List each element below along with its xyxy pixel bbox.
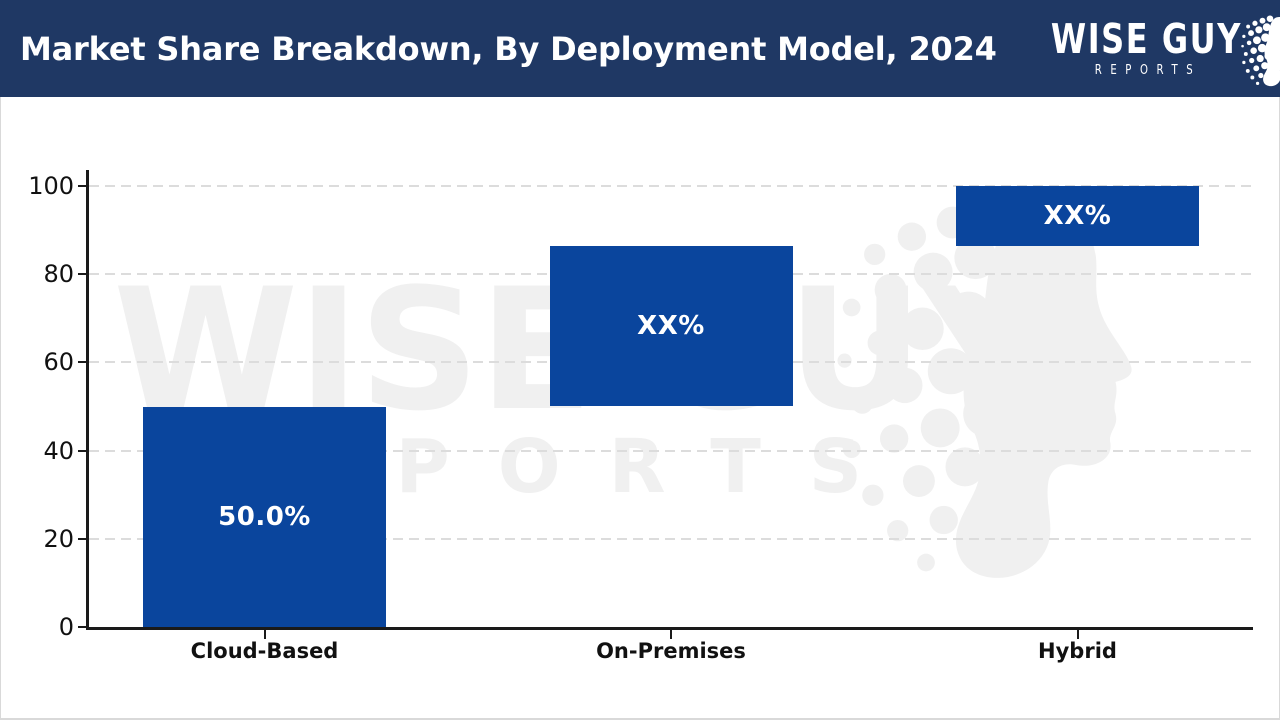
wise-guy-logo: WISE GUY REPORTS xyxy=(997,0,1280,97)
page-title: Market Share Breakdown, By Deployment Mo… xyxy=(20,29,997,68)
y-axis-tick xyxy=(78,626,86,628)
bar-on-premises: XX% xyxy=(549,245,793,407)
y-axis-tick-label: 80 xyxy=(43,260,74,289)
y-axis-tick-label: 20 xyxy=(43,524,74,553)
x-axis-tick xyxy=(1076,630,1079,639)
header-bar: Market Share Breakdown, By Deployment Mo… xyxy=(0,0,1280,97)
y-axis-tick-label: 40 xyxy=(43,436,74,465)
dotted-head-icon xyxy=(1240,14,1280,86)
bar-hybrid: XX% xyxy=(956,186,1199,246)
gridline xyxy=(89,537,1253,540)
x-axis-tick xyxy=(670,630,672,639)
x-axis-tick xyxy=(263,630,266,639)
y-axis-tick-label: 100 xyxy=(28,172,74,200)
logo-name: WISE GUY xyxy=(1050,15,1242,63)
x-axis-category-label: Hybrid xyxy=(1038,639,1117,663)
x-axis-category-label: Cloud-Based xyxy=(190,639,339,663)
y-axis-spine xyxy=(86,170,89,630)
bar-cloud-based: 50.0% xyxy=(143,406,386,627)
y-axis-tick xyxy=(78,449,86,452)
y-axis-tick-label: 60 xyxy=(43,348,74,377)
y-axis-tick xyxy=(78,185,86,187)
bar-value-label: XX% xyxy=(1043,200,1112,231)
logo-text: WISE GUY REPORTS xyxy=(1050,15,1242,79)
x-axis-category-label: On-Premises xyxy=(596,639,746,663)
y-axis-tick xyxy=(78,537,86,540)
gridline xyxy=(89,449,1253,452)
y-axis-tick xyxy=(78,361,86,364)
bar-value-label: XX% xyxy=(637,311,705,341)
bar-value-label: 50.0% xyxy=(218,501,311,532)
x-axis-spine xyxy=(86,627,1253,630)
y-axis-tick xyxy=(78,273,86,276)
gridline xyxy=(89,185,1253,187)
y-axis-tick-label: 0 xyxy=(58,613,74,641)
logo-subtitle: REPORTS xyxy=(1094,63,1201,78)
